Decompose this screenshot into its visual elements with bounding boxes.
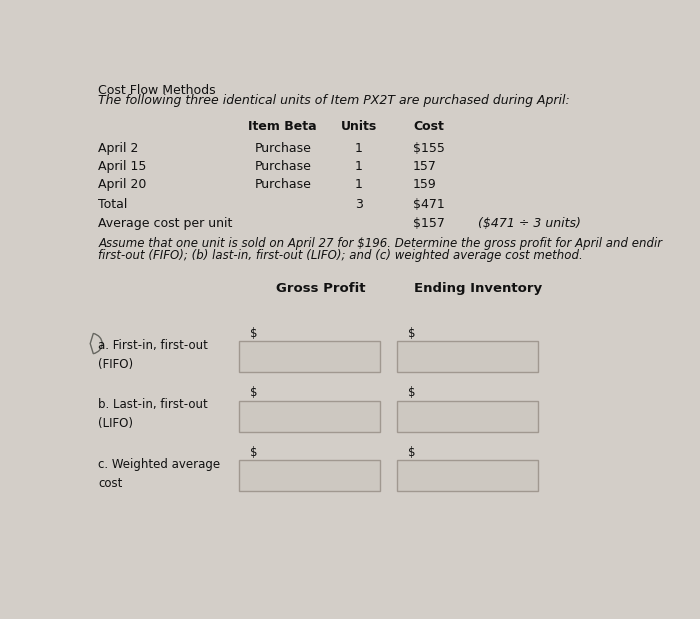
Text: cost: cost (98, 477, 122, 490)
Text: Purchase: Purchase (254, 160, 312, 173)
Text: $: $ (407, 446, 415, 459)
Text: Purchase: Purchase (254, 178, 312, 191)
Text: Units: Units (341, 119, 377, 132)
Text: c. Weighted average: c. Weighted average (98, 458, 220, 471)
Text: Gross Profit: Gross Profit (276, 282, 365, 295)
Text: $: $ (251, 446, 258, 459)
FancyBboxPatch shape (397, 461, 538, 491)
Text: Purchase: Purchase (254, 142, 312, 155)
FancyBboxPatch shape (239, 341, 381, 372)
Text: April 20: April 20 (98, 178, 147, 191)
Text: 1: 1 (355, 142, 363, 155)
Text: 1: 1 (355, 178, 363, 191)
Text: $: $ (251, 327, 258, 340)
FancyBboxPatch shape (239, 400, 381, 432)
Wedge shape (90, 334, 102, 353)
Text: The following three identical units of Item PX2T are purchased during April:: The following three identical units of I… (98, 94, 570, 107)
FancyBboxPatch shape (239, 461, 381, 491)
FancyBboxPatch shape (397, 341, 538, 372)
Text: $: $ (407, 327, 415, 340)
Text: Ending Inventory: Ending Inventory (414, 282, 542, 295)
Text: Item Beta: Item Beta (248, 119, 317, 132)
Text: $157: $157 (413, 217, 445, 230)
Text: 157: 157 (413, 160, 437, 173)
Text: 159: 159 (413, 178, 437, 191)
Text: Assume that one unit is sold on April 27 for $196. Determine the gross profit fo: Assume that one unit is sold on April 27… (98, 237, 662, 250)
Text: 3: 3 (355, 198, 363, 211)
Text: $: $ (407, 386, 415, 399)
Text: first-out (FIFO); (b) last-in, first-out (LIFO); and (c) weighted average cost m: first-out (FIFO); (b) last-in, first-out… (98, 249, 583, 262)
Text: Cost: Cost (413, 119, 444, 132)
Text: 1: 1 (355, 160, 363, 173)
Text: April 15: April 15 (98, 160, 147, 173)
Text: Cost Flow Methods: Cost Flow Methods (98, 84, 216, 97)
Text: (LIFO): (LIFO) (98, 417, 133, 430)
Text: b. Last-in, first-out: b. Last-in, first-out (98, 399, 208, 412)
Text: Total: Total (98, 198, 127, 211)
Text: (FIFO): (FIFO) (98, 358, 134, 371)
Text: $: $ (251, 386, 258, 399)
Text: ($471 ÷ 3 units): ($471 ÷ 3 units) (478, 217, 581, 230)
Text: a. First-in, first-out: a. First-in, first-out (98, 339, 208, 352)
Text: $471: $471 (413, 198, 444, 211)
Text: April 2: April 2 (98, 142, 139, 155)
FancyBboxPatch shape (397, 400, 538, 432)
Text: $155: $155 (413, 142, 445, 155)
Text: Average cost per unit: Average cost per unit (98, 217, 232, 230)
